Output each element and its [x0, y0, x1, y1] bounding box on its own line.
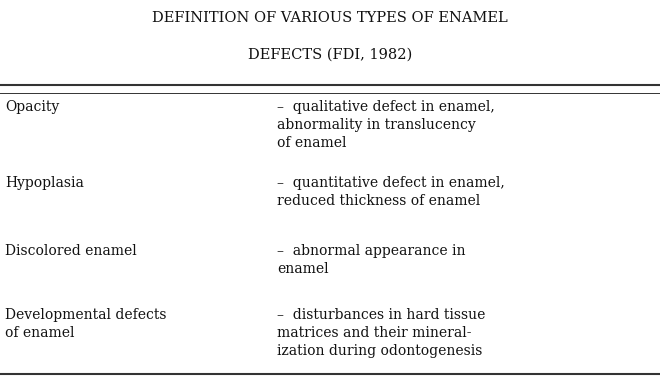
Text: Opacity: Opacity: [5, 100, 59, 114]
Text: –  quantitative defect in enamel,
reduced thickness of enamel: – quantitative defect in enamel, reduced…: [277, 176, 505, 208]
Text: DEFECTS (FDI, 1982): DEFECTS (FDI, 1982): [248, 47, 412, 61]
Text: Discolored enamel: Discolored enamel: [5, 244, 137, 258]
Text: Developmental defects
of enamel: Developmental defects of enamel: [5, 308, 167, 340]
Text: –  abnormal appearance in
enamel: – abnormal appearance in enamel: [277, 244, 466, 276]
Text: DEFINITION OF VARIOUS TYPES OF ENAMEL: DEFINITION OF VARIOUS TYPES OF ENAMEL: [152, 11, 508, 25]
Text: –  qualitative defect in enamel,
abnormality in translucency
of enamel: – qualitative defect in enamel, abnormal…: [277, 100, 495, 150]
Text: –  disturbances in hard tissue
matrices and their mineral-
ization during odonto: – disturbances in hard tissue matrices a…: [277, 308, 486, 358]
Text: Hypoplasia: Hypoplasia: [5, 176, 84, 190]
